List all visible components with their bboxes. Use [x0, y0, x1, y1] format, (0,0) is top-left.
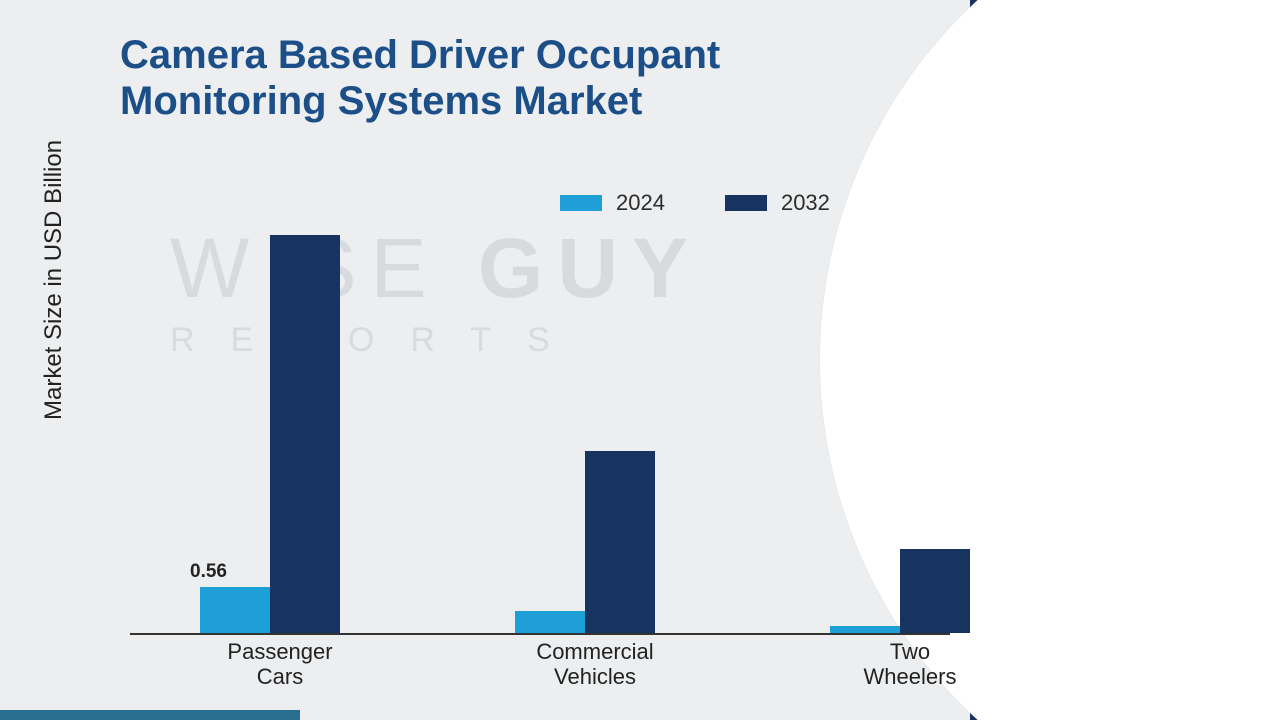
bar	[200, 587, 270, 633]
bar	[585, 451, 655, 633]
bar-value-label: 0.56	[190, 561, 227, 583]
legend-label: 2032	[781, 190, 830, 216]
legend-item: 2032	[725, 190, 830, 216]
brand-logo: WISEGUY REPORTS	[990, 28, 1240, 81]
category-label: PassengerCars	[180, 635, 380, 690]
legend-swatch	[725, 195, 767, 211]
category-label: TwoWheelers	[810, 635, 1010, 690]
bottom-accent-bar	[0, 710, 300, 720]
legend-item: 2024	[560, 190, 665, 216]
plot-area: 0.56PassengerCarsCommercialVehiclesTwoWh…	[130, 225, 950, 635]
brand-logo-icon	[1176, 24, 1246, 104]
legend-swatch	[560, 195, 602, 211]
legend-label: 2024	[616, 190, 665, 216]
chart-canvas: WISE GUY REPORTS Camera Based Driver Occ…	[0, 0, 1280, 720]
bar	[515, 611, 585, 633]
bar	[900, 549, 970, 633]
chart-title: Camera Based Driver Occupant Monitoring …	[120, 32, 840, 124]
chart-legend: 2024 2032	[560, 190, 830, 216]
logo-text: WISE	[1065, 28, 1160, 66]
bar	[270, 235, 340, 633]
y-axis-label: Market Size in USD Billion	[40, 140, 68, 420]
category-label: CommercialVehicles	[495, 635, 695, 690]
bar	[830, 626, 900, 633]
